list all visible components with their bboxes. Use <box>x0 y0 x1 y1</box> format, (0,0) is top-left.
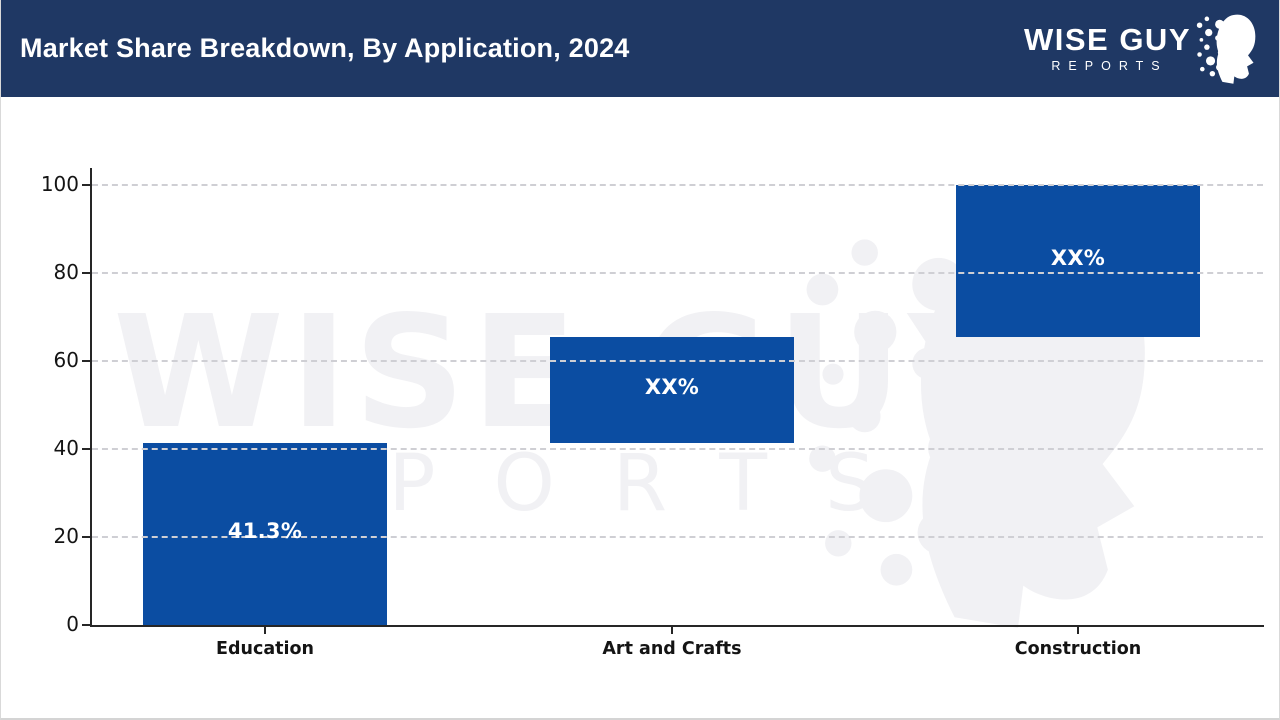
brand-logo: WISE GUY REPORTS <box>1024 9 1259 89</box>
x-tick-0 <box>264 627 266 634</box>
y-axis-line <box>90 168 92 627</box>
y-tick-label-20: 20 <box>53 524 79 548</box>
logo-subtext: REPORTS <box>1051 59 1168 73</box>
logo-face-icon <box>1196 14 1256 84</box>
gridline-80 <box>92 272 1263 274</box>
x-tick-2 <box>1077 627 1079 634</box>
gridline-20 <box>92 536 1263 538</box>
y-tick-60 <box>82 360 90 362</box>
bar-value-label: XX% <box>1050 245 1106 270</box>
x-category-label: Construction <box>1014 639 1142 659</box>
y-tick-40 <box>82 448 90 450</box>
x-axis-line <box>90 625 1264 627</box>
header: Market Share Breakdown, By Application, … <box>1 0 1279 97</box>
y-tick-100 <box>82 184 90 186</box>
bar-value-label: XX% <box>644 375 700 400</box>
bar-art-and-crafts <box>550 336 794 444</box>
logo-wordmark: WISE GUY <box>1023 22 1191 57</box>
y-tick-label-60: 60 <box>53 348 79 372</box>
bar-construction <box>956 185 1200 337</box>
x-category-label: Education <box>216 639 314 659</box>
y-tick-label-40: 40 <box>53 436 79 460</box>
y-tick-0 <box>82 624 90 626</box>
x-category-label: Art and Crafts <box>602 639 742 659</box>
y-tick-80 <box>82 272 90 274</box>
y-tick-label-80: 80 <box>53 260 79 284</box>
gridline-100 <box>92 184 1263 186</box>
page-title: Market Share Breakdown, By Application, … <box>20 33 630 63</box>
y-tick-label-100: 100 <box>40 172 79 196</box>
gridline-40 <box>92 448 1263 450</box>
brand-logo-text: WISE GUY REPORTS <box>1024 24 1191 73</box>
gridline-60 <box>92 360 1263 362</box>
y-tick-20 <box>82 536 90 538</box>
y-tick-label-0: 0 <box>66 612 79 636</box>
x-tick-1 <box>671 627 673 634</box>
bar-value-label: 41.3% <box>227 519 303 544</box>
bar-education <box>143 443 387 625</box>
